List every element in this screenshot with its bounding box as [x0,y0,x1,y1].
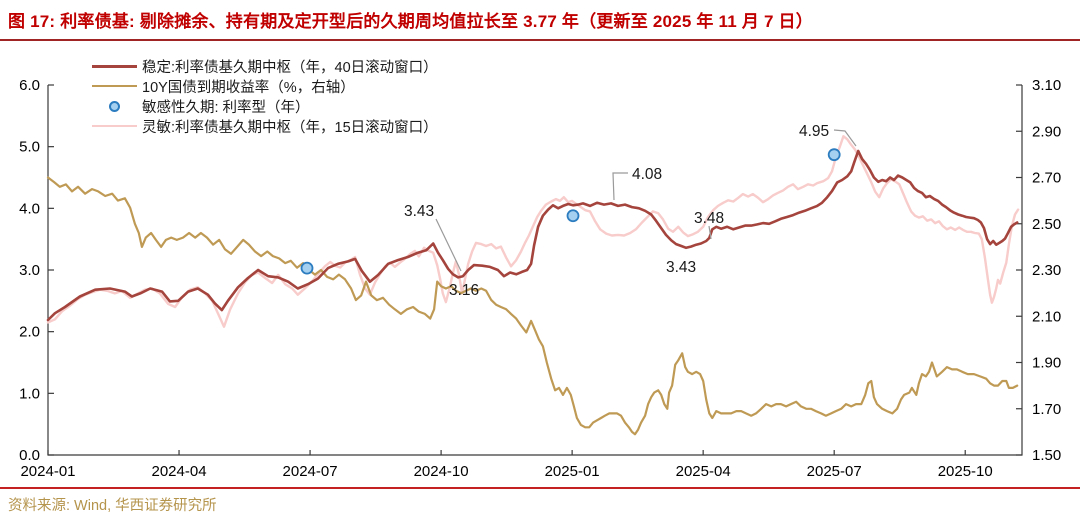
yield-line-swatch [92,84,137,88]
flexible-series-line [46,134,1020,328]
x-axis-tick-label: 2024-01 [20,463,75,480]
legend-label-stable: 稳定:利率债基久期中枢（年，40日滚动窗口） [142,59,438,76]
left-axis-tick-label: 6.0 [19,77,40,94]
right-axis-tick-label: 1.50 [1032,447,1061,464]
annotation-label: 3.16 [449,282,479,299]
annotation-label: 3.43 [666,259,696,276]
sensitive-duration-marker [300,261,314,275]
sensitive-duration-marker [827,148,841,162]
x-axis-tick-label: 2024-04 [152,463,207,480]
left-axis-tick-label: 0.0 [19,447,40,464]
annotation-leader [612,172,628,201]
legend-item-stable: 稳定:利率债基久期中枢（年，40日滚动窗口） [92,56,438,76]
right-axis-tick-label: 2.10 [1032,308,1061,325]
sensitive-duration-marker [566,209,580,223]
annotation-label: 4.08 [632,166,662,183]
right-axis-tick-label: 3.10 [1032,77,1061,94]
yield10y-series-line [46,176,1019,436]
annotation-label: 3.43 [404,203,434,220]
stable-line-swatch [92,64,137,68]
stable-series-line [46,149,1019,322]
left-axis-tick-label: 5.0 [19,139,40,156]
right-axis-tick-label: 2.50 [1032,216,1061,233]
annotation-leader [435,218,462,272]
legend-item-10y-yield: 10Y国债到期收益率（%，右轴） [92,76,438,96]
legend-label-10y-yield: 10Y国债到期收益率（%，右轴） [142,79,355,96]
x-axis-tick-label: 2024-07 [283,463,338,480]
legend-item-flexible: 灵敏:利率债基久期中枢（年，15日滚动窗口） [92,116,438,136]
x-axis-tick-label: 2024-10 [414,463,469,480]
annotation-label: 3.48 [694,210,724,227]
x-axis-tick-label: 2025-07 [807,463,862,480]
source-note: 资料来源: Wind, 华西证券研究所 [8,498,217,514]
left-axis-tick-label: 2.0 [19,324,40,341]
top-divider [0,39,1080,41]
figure-title: 图 17: 利率债基: 剔除摊余、持有期及定开型后的久期周均值拉长至 3.77 … [8,12,813,31]
legend-label-sensitive: 敏感性久期: 利率型（年） [142,99,310,116]
right-axis-tick-label: 2.70 [1032,170,1061,187]
bottom-divider [0,487,1080,489]
right-axis-tick-label: 1.70 [1032,401,1061,418]
right-axis-tick-label: 2.90 [1032,123,1061,140]
legend-item-sensitive: 敏感性久期: 利率型（年） [92,96,438,116]
left-axis-tick-label: 3.0 [19,262,40,279]
sensitive-marker-icon [92,100,137,112]
x-axis-tick-label: 2025-04 [676,463,731,480]
annotation-label: 4.95 [799,123,829,140]
annotation-leader [708,225,712,240]
right-axis-tick-label: 2.30 [1032,262,1061,279]
chart-legend: 稳定:利率债基久期中枢（年，40日滚动窗口） 10Y国债到期收益率（%，右轴） … [92,56,438,136]
annotation-leader [833,129,857,147]
legend-label-flexible: 灵敏:利率债基久期中枢（年，15日滚动窗口） [142,119,438,136]
left-axis-tick-label: 4.0 [19,200,40,217]
left-axis-tick-label: 1.0 [19,385,40,402]
x-axis-tick-label: 2025-01 [545,463,600,480]
right-axis-tick-label: 1.90 [1032,355,1061,372]
x-axis-tick-label: 2025-10 [938,463,993,480]
flexible-line-swatch [92,124,137,128]
